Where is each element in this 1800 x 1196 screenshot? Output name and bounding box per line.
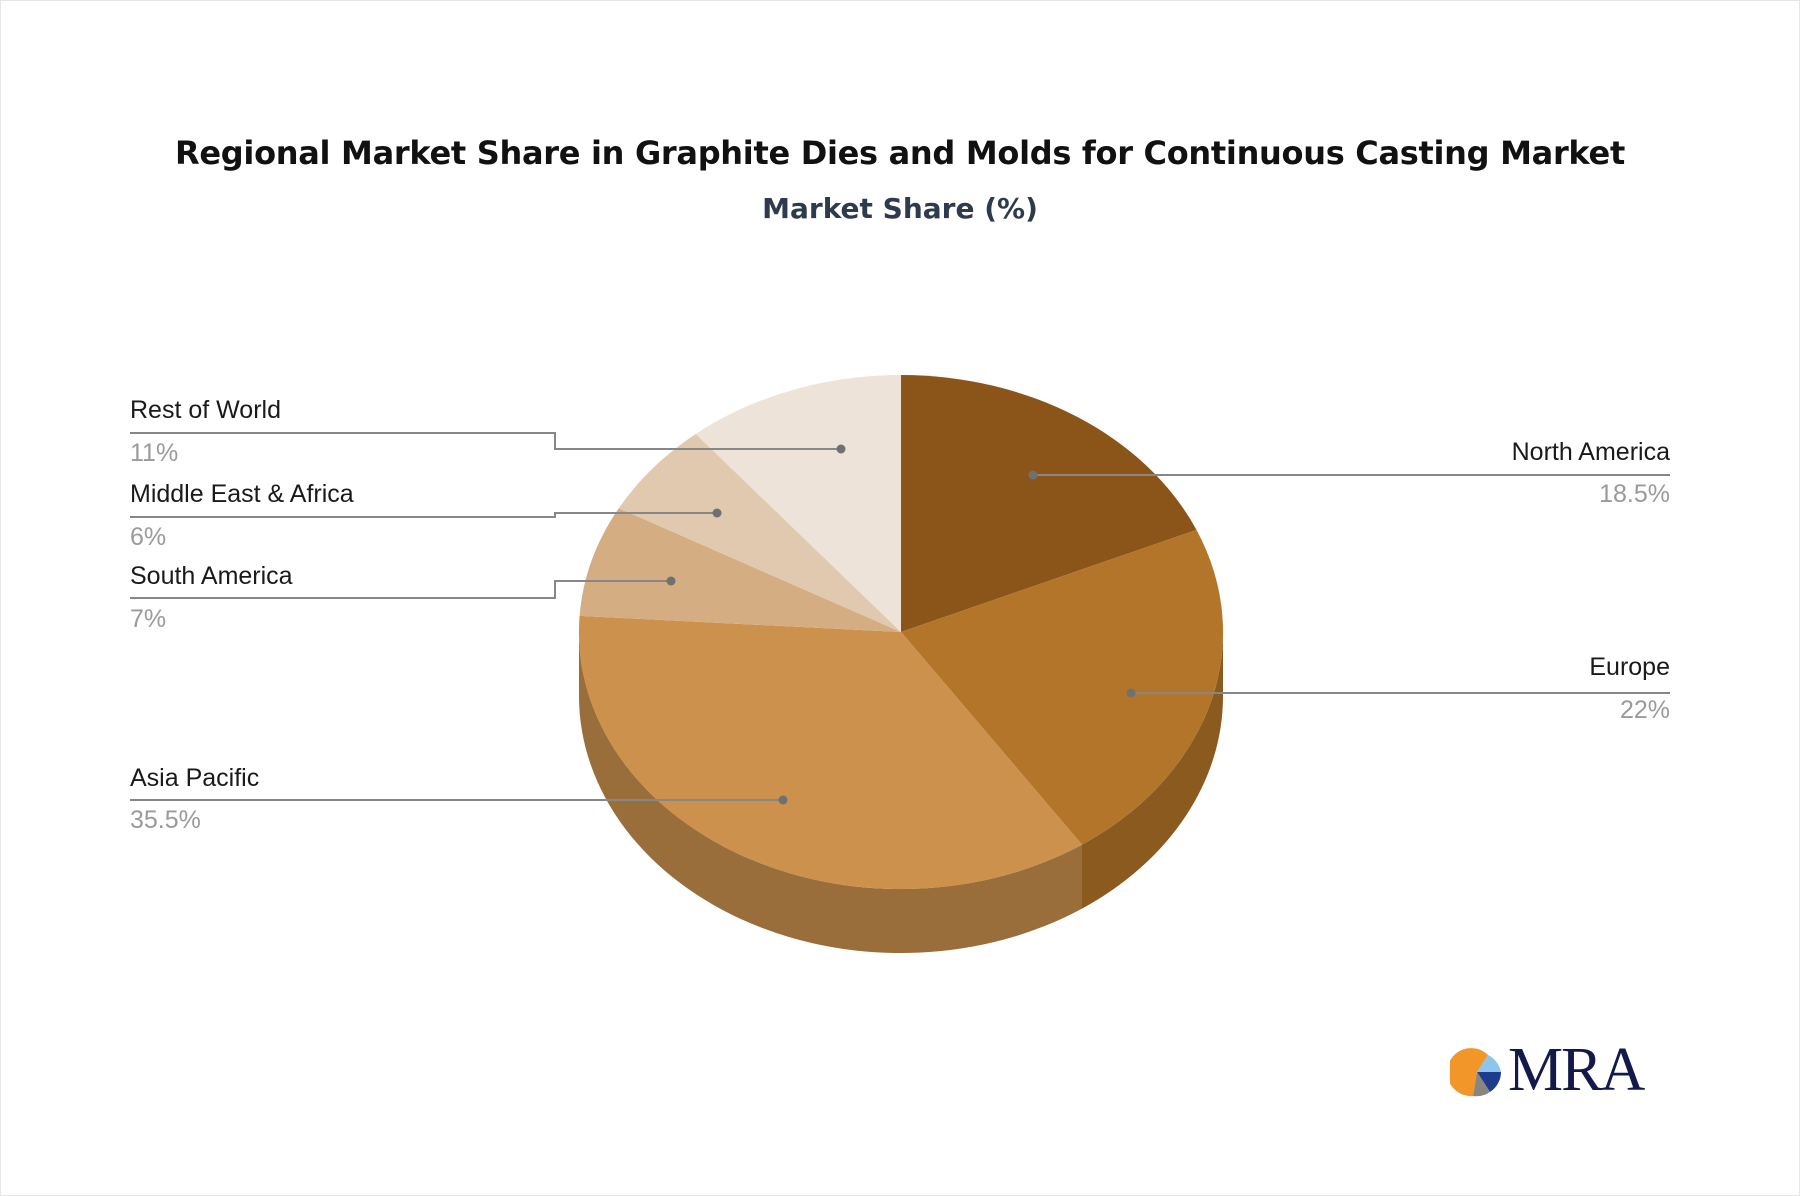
leader-middle-east-africa — [130, 512, 717, 518]
label-rest-of-world: Rest of World — [130, 396, 281, 424]
dot-europe — [1126, 688, 1136, 698]
label-south-america: South America — [130, 562, 293, 590]
dot-south-america — [666, 576, 676, 586]
label-north-america: North America — [1511, 438, 1670, 466]
slice-asia-pacific[interactable] — [578, 615, 1082, 890]
slice-rest-of-world[interactable] — [695, 375, 901, 632]
mra-logo: MRA — [1450, 1036, 1650, 1104]
label-middle-east-africa: Middle East & Africa — [130, 480, 354, 508]
chart-title: Regional Market Share in Graphite Dies a… — [175, 134, 1625, 172]
dot-rest-of-world — [836, 444, 846, 454]
side-asia-pacific — [579, 632, 1082, 954]
label-europe: Europe — [1589, 653, 1670, 681]
value-rest-of-world: 11% — [130, 439, 179, 467]
value-europe: 22% — [1619, 696, 1670, 724]
value-north-america: 18.5% — [1599, 480, 1670, 508]
slice-europe[interactable] — [901, 529, 1224, 845]
value-south-america: 7% — [130, 605, 167, 633]
slice-middle-east-africa[interactable] — [618, 434, 901, 632]
side-europe — [1082, 632, 1223, 909]
dot-asia-pacific — [778, 795, 788, 805]
slice-north-america[interactable] — [901, 375, 1197, 632]
label-asia-pacific: Asia Pacific — [130, 764, 260, 792]
dot-middle-east-africa — [712, 508, 722, 518]
value-middle-east-africa: 6% — [130, 523, 167, 551]
leader-south-america — [130, 580, 671, 599]
dot-north-america — [1028, 470, 1038, 480]
value-asia-pacific: 35.5% — [130, 806, 201, 834]
chart-subtitle: Market Share (%) — [762, 192, 1038, 225]
slice-south-america[interactable] — [579, 508, 901, 632]
logo-pie-icon — [1450, 1048, 1501, 1097]
leader-rest-of-world — [130, 432, 841, 450]
logo-text: MRA — [1508, 1036, 1645, 1104]
